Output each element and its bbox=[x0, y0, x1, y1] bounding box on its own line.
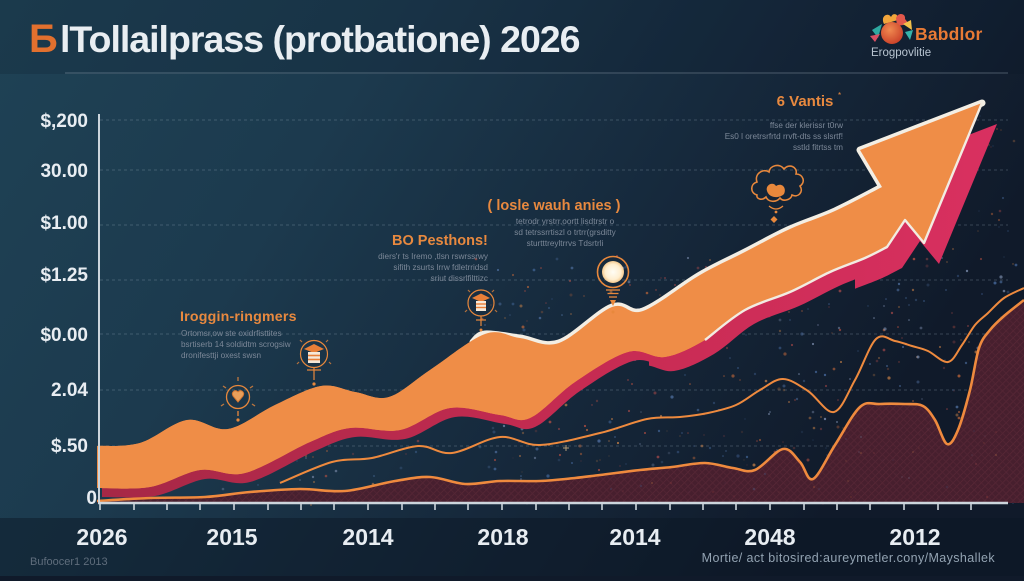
svg-text:BO Pesthons!: BO Pesthons! bbox=[392, 233, 488, 249]
svg-text:6 Vantis: 6 Vantis bbox=[777, 93, 834, 110]
svg-text:Bufoocer1 2013: Bufoocer1 2013 bbox=[30, 556, 108, 568]
svg-text:sd tetrssrrtiszl o trtrr(grsdi: sd tetrssrrtiszl o trtrr(grsditty bbox=[514, 228, 616, 237]
svg-text:sturtttreyltrrvs Tdsrtrli: sturtttreyltrrvs Tdsrtrli bbox=[527, 239, 604, 248]
svg-text:Б: Б bbox=[29, 17, 58, 61]
svg-text:diers'r ts Iremo ,tlsn rswrssr: diers'r ts Iremo ,tlsn rswrssrwy bbox=[378, 252, 489, 261]
svg-text:0: 0 bbox=[86, 488, 97, 509]
svg-text:2.04: 2.04 bbox=[51, 380, 88, 401]
svg-text:$.50: $.50 bbox=[51, 436, 88, 457]
svg-text:2014: 2014 bbox=[342, 524, 393, 550]
svg-text:Mortie/ act bitosired:aureymet: Mortie/ act bitosired:aureymetler.cony/M… bbox=[702, 551, 996, 565]
svg-text:ffse der klerissr t0rw: ffse der klerissr t0rw bbox=[770, 121, 843, 130]
svg-text:sstld fitrtss tm: sstld fitrtss tm bbox=[793, 143, 843, 152]
svg-text:tetrodr yrstrr,oortt lisdtrstr: tetrodr yrstrr,oortt lisdtrstr o bbox=[516, 217, 615, 226]
svg-text:Babdlor: Babdlor bbox=[915, 24, 983, 44]
svg-text:$1.25: $1.25 bbox=[40, 265, 88, 286]
svg-text:$,200: $,200 bbox=[40, 111, 88, 132]
svg-text:2015: 2015 bbox=[206, 524, 257, 550]
svg-text:2026: 2026 bbox=[76, 524, 127, 550]
svg-text:dronifesttji oxest swsn: dronifesttji oxest swsn bbox=[181, 351, 262, 360]
svg-text:2014: 2014 bbox=[609, 524, 660, 550]
svg-text:sifith zsurts lrrw fdletrridsd: sifith zsurts lrrw fdletrridsd bbox=[393, 263, 488, 272]
svg-text:30.00: 30.00 bbox=[40, 161, 88, 182]
svg-text:2048: 2048 bbox=[744, 524, 795, 550]
svg-text:Ortomsr,ow ste oxidrfisttites: Ortomsr,ow ste oxidrfisttites bbox=[181, 329, 282, 338]
svg-text:*: * bbox=[838, 91, 841, 100]
svg-text:Es0 l oretrsrfrtd rrvft-dts ss: Es0 l oretrsrfrtd rrvft-dts ss slsrtf! bbox=[725, 132, 843, 141]
svg-text:sriut dissrlfilttizc: sriut dissrlfilttizc bbox=[431, 274, 488, 283]
svg-text:Erogpovlitie: Erogpovlitie bbox=[871, 47, 931, 59]
svg-text:$1.00: $1.00 bbox=[40, 213, 88, 234]
svg-text:Iroggin-ringmers: Iroggin-ringmers bbox=[180, 309, 297, 325]
svg-text:( losle wauh anies ): ( losle wauh anies ) bbox=[488, 198, 621, 214]
svg-text:lTollailprass (protbatione) 20: lTollailprass (protbatione) 2026 bbox=[60, 18, 580, 60]
svg-text:2018: 2018 bbox=[477, 524, 528, 550]
svg-text:2012: 2012 bbox=[889, 524, 940, 550]
svg-text:$0.00: $0.00 bbox=[40, 325, 88, 346]
svg-text:bsrtiserb 14 soldidtm scrogsiw: bsrtiserb 14 soldidtm scrogsiw bbox=[181, 340, 291, 349]
